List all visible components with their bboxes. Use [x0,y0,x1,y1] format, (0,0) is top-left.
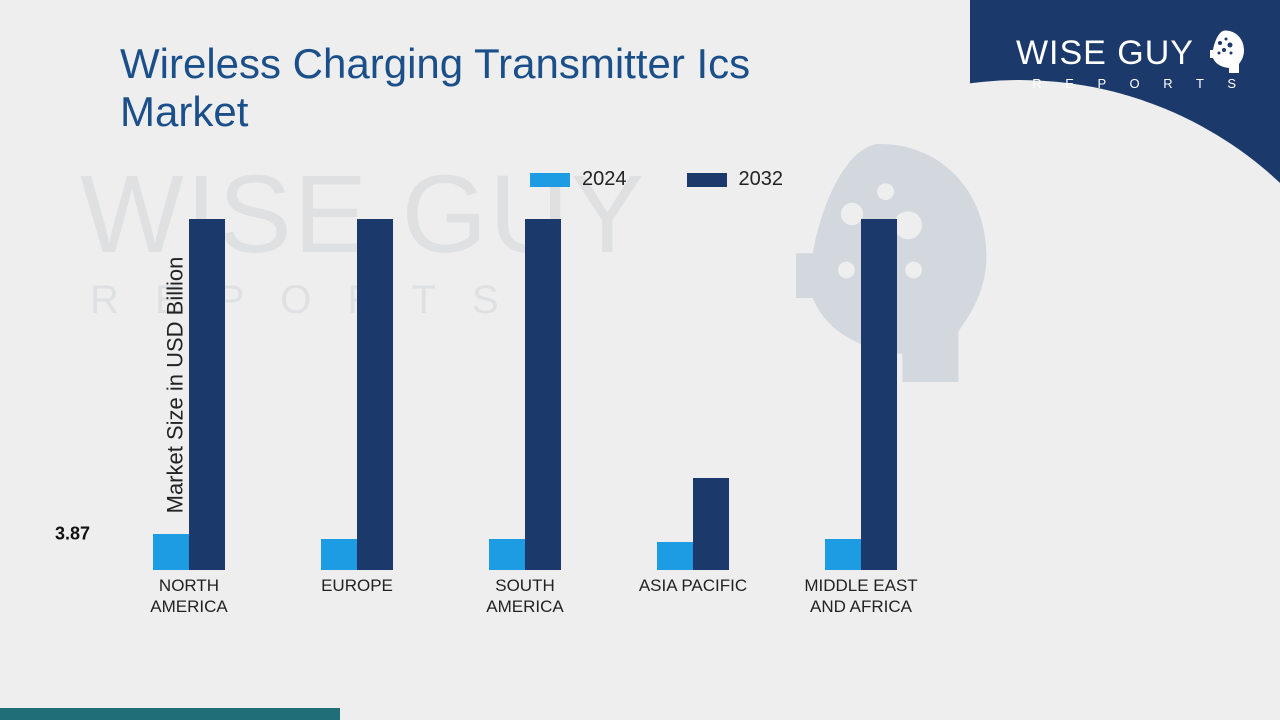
bar-group [321,219,393,571]
legend-item: 2032 [687,168,784,191]
legend-item: 2024 [530,168,627,191]
bar-group [657,478,729,571]
logo-head-icon [1200,28,1250,78]
logo-sub-text: R E P O R T S [1016,76,1246,91]
legend-swatch [687,173,727,187]
bar-2032 [861,219,897,571]
bar-2032 [189,219,225,571]
chart-title: Wireless Charging Transmitter Ics Market [120,40,860,137]
bottom-accent-bar [0,708,340,720]
legend-swatch [530,173,570,187]
category-labels: NORTH AMERICA EUROPE SOUTH AMERICA ASIA PAC… [105,575,945,618]
bar-2032 [525,219,561,571]
bar-group [153,219,225,571]
bar-group [825,219,897,571]
bar-chart: Market Size in USD Billion 3.87 [105,200,945,570]
category-label: SOUTH AMERICA [455,575,595,618]
bar-2024 [657,542,693,570]
brand-logo: WISE GUY R E P O R T S [1016,28,1250,91]
plot-area [105,200,945,570]
bar-2024 [489,539,525,570]
bar-2032 [357,219,393,571]
category-label: EUROPE [287,575,427,618]
category-label: ASIA PACIFIC [623,575,763,618]
category-label: NORTH AMERICA [119,575,259,618]
legend: 2024 2032 [530,168,783,191]
bar-2024 [825,539,861,570]
bar-2024 [153,534,189,570]
category-label: MIDDLE EAST AND AFRICA [791,575,931,618]
y-tick-label: 3.87 [55,524,90,545]
legend-label: 2024 [582,168,627,191]
bar-2032 [693,478,729,571]
logo-main-text: WISE GUY [1016,34,1194,73]
bar-group [489,219,561,571]
legend-label: 2032 [739,168,784,191]
bar-2024 [321,539,357,570]
